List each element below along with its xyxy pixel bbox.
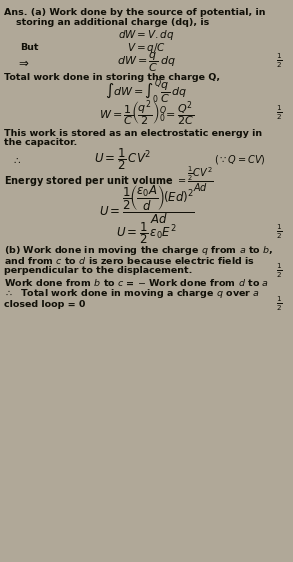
Text: $(\because Q = CV)$: $(\because Q = CV)$ (214, 153, 266, 166)
Text: (b) Work done in moving the charge $q$ from $a$ to $b$,: (b) Work done in moving the charge $q$ f… (4, 243, 273, 257)
Text: $U = \dfrac{\dfrac{1}{2}\!\left(\dfrac{\varepsilon_0 A}{d}\right)\!(Ed)^2}{Ad}$: $U = \dfrac{\dfrac{1}{2}\!\left(\dfrac{\… (98, 183, 195, 226)
Text: $\therefore$  Total work done in moving a charge $q$ over $a$: $\therefore$ Total work done in moving a… (4, 287, 259, 301)
Text: Ans. (a) Work done by the source of potential, in: Ans. (a) Work done by the source of pote… (4, 8, 265, 17)
Text: Work done from $b$ to $c$ = $-$ Work done from $d$ to $a$: Work done from $b$ to $c$ = $-$ Work don… (4, 277, 269, 288)
Text: $V = q/C$: $V = q/C$ (127, 41, 166, 55)
Text: storing an additional charge (dq), is: storing an additional charge (dq), is (16, 18, 209, 27)
Text: $\frac{1}{2}$: $\frac{1}{2}$ (276, 52, 283, 70)
Text: But: But (21, 43, 39, 52)
Text: $\frac{1}{2}$: $\frac{1}{2}$ (276, 295, 283, 313)
Text: perpendicular to the displacement.: perpendicular to the displacement. (4, 266, 192, 275)
Text: $W = \dfrac{1}{C}\!\left(\dfrac{q^2}{2}\right)_0^{Q}\! = \dfrac{Q^2}{2C}$: $W = \dfrac{1}{C}\!\left(\dfrac{q^2}{2}\… (99, 98, 194, 129)
Text: $dW = V.dq$: $dW = V.dq$ (118, 29, 175, 42)
Text: $\frac{1}{2}$: $\frac{1}{2}$ (276, 261, 283, 279)
Text: $\therefore$: $\therefore$ (11, 155, 21, 165)
Text: $\int dW = \int_0^{Q} \dfrac{q}{C}\, dq$: $\int dW = \int_0^{Q} \dfrac{q}{C}\, dq$ (105, 78, 188, 106)
Text: $\frac{1}{2}$: $\frac{1}{2}$ (276, 223, 283, 241)
Text: $dW = \dfrac{q}{C}\; dq$: $dW = \dfrac{q}{C}\; dq$ (117, 51, 176, 74)
Text: This work is stored as an electrostatic energy in: This work is stored as an electrostatic … (4, 129, 262, 138)
Text: Energy stored per unit volume $= \dfrac{\frac{1}{2}CV^2}{Ad}$: Energy stored per unit volume $= \dfrac{… (4, 165, 213, 194)
Text: closed loop = 0: closed loop = 0 (4, 300, 85, 309)
Text: $\Rightarrow$: $\Rightarrow$ (16, 56, 30, 69)
Text: Total work done in storing the charge Q,: Total work done in storing the charge Q, (4, 73, 220, 82)
Text: the capacitor.: the capacitor. (4, 138, 77, 147)
Text: $U = \dfrac{1}{2}\, \varepsilon_0 E^2$: $U = \dfrac{1}{2}\, \varepsilon_0 E^2$ (116, 220, 177, 246)
Text: $U = \dfrac{1}{2}\, CV^2$: $U = \dfrac{1}{2}\, CV^2$ (94, 147, 152, 173)
Text: and from $c$ to $d$ is zero because electric field is: and from $c$ to $d$ is zero because elec… (4, 255, 255, 266)
Text: $\frac{1}{2}$: $\frac{1}{2}$ (276, 103, 283, 121)
